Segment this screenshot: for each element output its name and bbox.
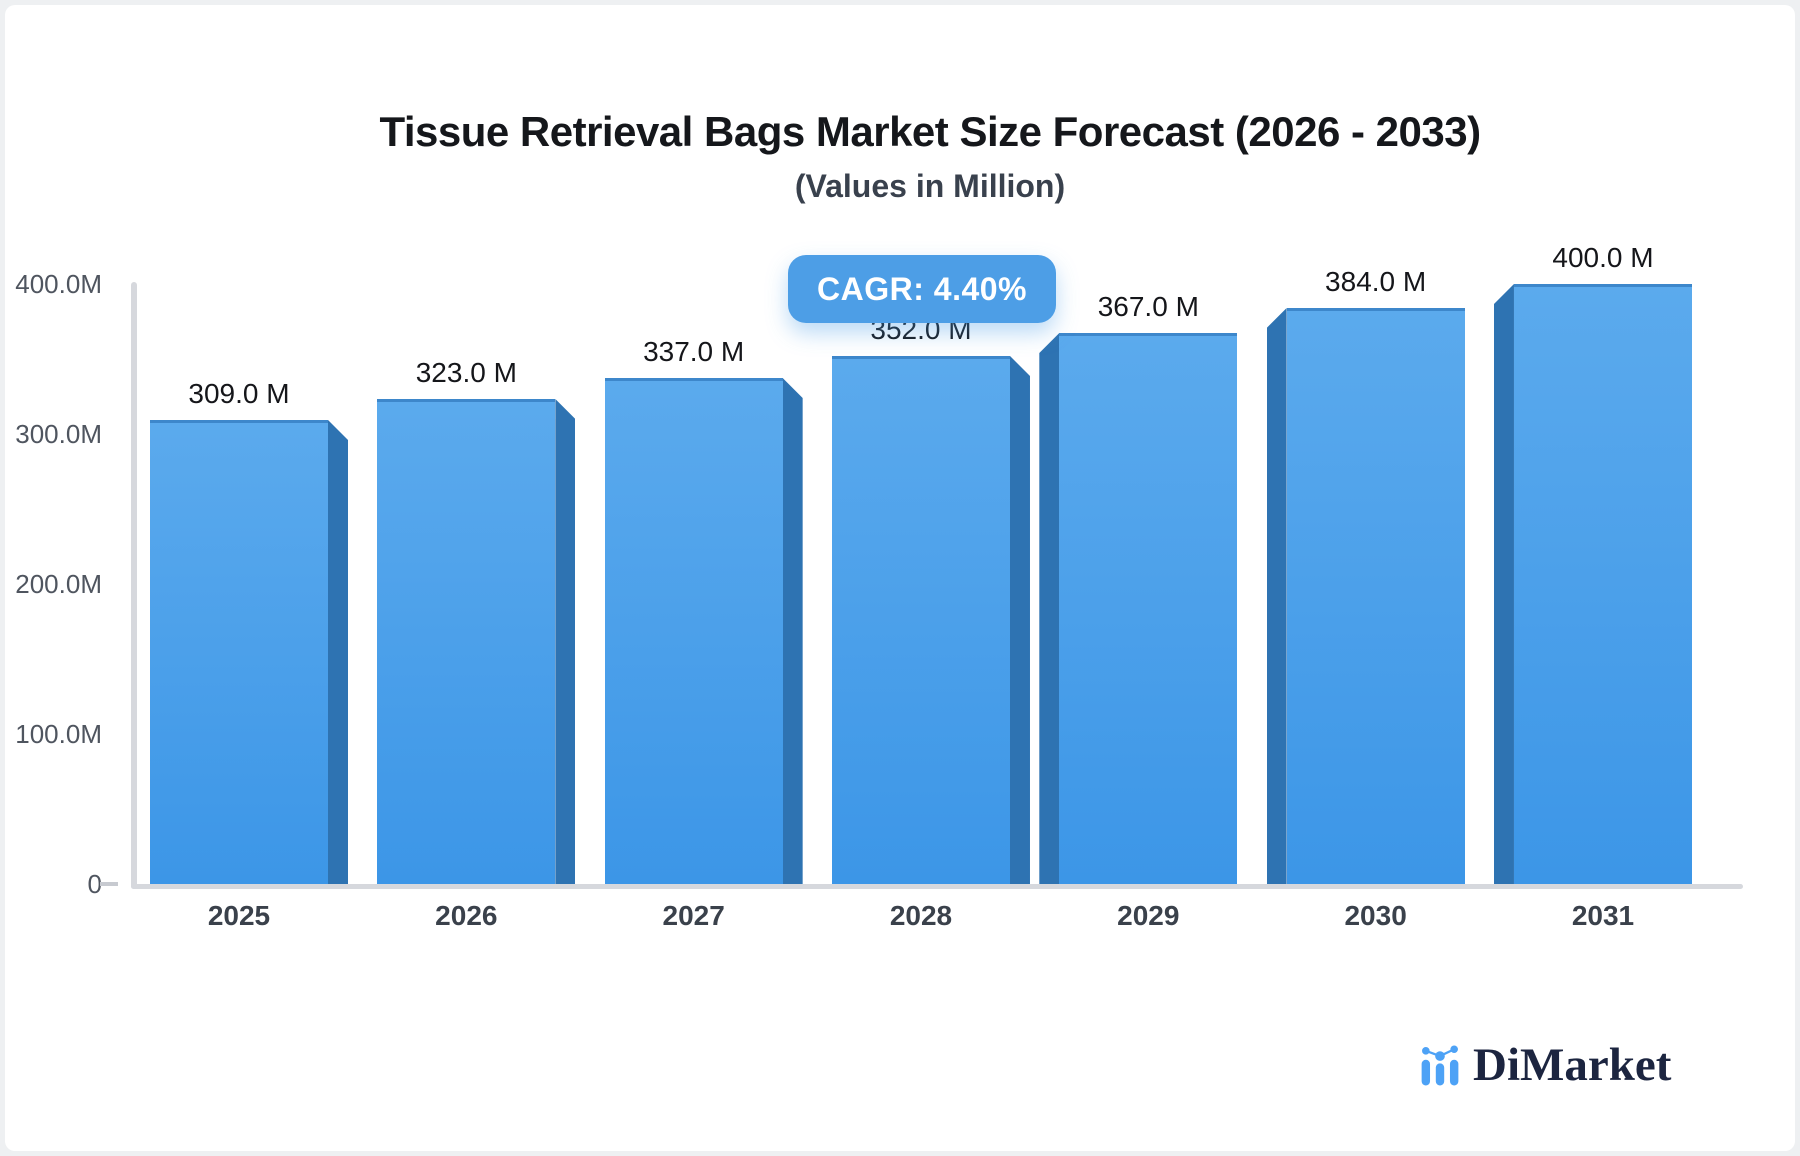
bar-2025[interactable] <box>150 420 348 884</box>
x-axis-label-2027: 2027 <box>662 900 725 931</box>
y-axis-tick-label: 300.0M <box>15 419 102 449</box>
y-axis-tick-label: 400.0M <box>15 269 102 299</box>
bar-2029[interactable] <box>1039 333 1238 884</box>
bar-2027[interactable] <box>604 378 803 884</box>
x-axis-label-2025: 2025 <box>207 900 271 931</box>
bar-2030[interactable] <box>1266 308 1465 884</box>
bar-value-label: 400.0 M <box>1552 242 1654 273</box>
y-axis-line <box>131 282 137 889</box>
bar-side-shade <box>1009 356 1030 884</box>
bar-side-shade <box>782 378 803 884</box>
bar-face <box>1513 284 1692 884</box>
bar-face <box>150 420 328 884</box>
bar-value-label: 323.0 M <box>415 357 517 388</box>
bar-2028[interactable] <box>831 356 1030 884</box>
bar-face <box>1059 333 1238 884</box>
bar-face <box>831 356 1010 884</box>
y-axis-tick-label: 200.0M <box>15 569 102 599</box>
bar-value-label: 367.0 M <box>1097 291 1199 322</box>
bar-face <box>1286 308 1465 884</box>
bar-2031[interactable] <box>1493 284 1692 884</box>
x-axis-label-2031: 2031 <box>1571 900 1635 931</box>
x-axis-line <box>131 884 1743 889</box>
cagr-badge: CAGR: 4.40% <box>788 255 1056 323</box>
x-axis-label-2026: 2026 <box>435 900 498 931</box>
bar-value-label: 337.0 M <box>643 336 745 367</box>
logo-text: DiMarket <box>1473 1039 1672 1091</box>
bar-face <box>604 378 783 884</box>
x-axis-label-2029: 2029 <box>1117 900 1180 931</box>
bar-value-label: 384.0 M <box>1325 266 1427 297</box>
bar-side-shade <box>1039 333 1060 884</box>
x-axis-label-2030: 2030 <box>1344 900 1407 931</box>
chart-subtitle: (Values in Million) <box>794 168 1066 204</box>
cagr-badge-label: CAGR: 4.40% <box>817 270 1027 307</box>
y-axis-zero-tick <box>100 882 118 886</box>
bar-side-shade <box>1266 308 1287 884</box>
bar-value-label: 309.0 M <box>188 378 290 409</box>
bar-side-shade <box>1493 284 1514 884</box>
y-axis-tick-label: 100.0M <box>15 719 102 749</box>
x-axis-label-2028: 2028 <box>889 900 953 931</box>
bar-side-shade <box>328 420 348 884</box>
y-axis-tick-label: 0 <box>87 869 102 899</box>
bar-2026[interactable] <box>377 399 576 884</box>
bar-face <box>377 399 556 884</box>
brand-logo: DiMarket <box>1420 1040 1671 1090</box>
chart-title: Tissue Retrieval Bags Market Size Foreca… <box>379 108 1481 155</box>
logo-barchart-icon <box>1421 1045 1459 1086</box>
bar-side-shade <box>555 399 576 884</box>
